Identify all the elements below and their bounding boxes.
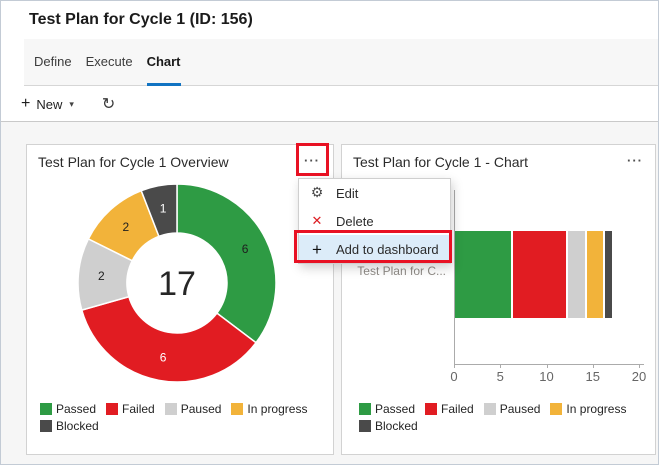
menu-item-delete[interactable]: ✕ Delete (299, 207, 450, 235)
x-axis-tick-mark (500, 364, 502, 368)
charts-area: Test Plan for Cycle 1 Overview ··· 6 6 2 2 1… (1, 122, 658, 464)
legend-label: Paused (180, 402, 222, 416)
tab-bar: Define Execute Chart (24, 39, 658, 86)
legend-swatch (483, 403, 496, 415)
legend-label: In progress (566, 402, 627, 416)
donut-center-total: 17 (158, 265, 196, 303)
x-axis-tick-label: 15 (585, 369, 600, 384)
legend-item-in-progress: In progress (550, 402, 626, 416)
legend-swatch (40, 420, 52, 432)
legend-item-passed: Passed (359, 402, 415, 416)
legend-item-failed: Failed (106, 402, 155, 416)
bar-segment-passed (455, 231, 511, 318)
donut-slice-value: 1 (160, 201, 167, 215)
x-axis-tick-mark (454, 364, 455, 368)
legend-label: Passed (56, 402, 97, 416)
y-axis-line (454, 190, 455, 364)
refresh-icon: ↻ (101, 96, 116, 113)
bar-segment-in-progress (584, 231, 603, 318)
x-axis-tick-mark (639, 364, 640, 368)
legend-swatch (164, 403, 177, 415)
legend-item-paused: Paused (164, 402, 222, 416)
context-menu: ⚙ Edit ✕ Delete + Add to dashboard (298, 178, 451, 264)
tab-chart[interactable]: Chart (146, 39, 181, 86)
donut-chart-card: Test Plan for Cycle 1 Overview ··· 6 6 2 2 1… (26, 144, 334, 455)
plus-icon: + (312, 239, 322, 259)
bar-legend: Passed Failed Paused In progress Blocked (359, 402, 649, 433)
x-axis-tick-label: 20 (631, 369, 647, 384)
x-axis-tick-label: 5 (496, 369, 504, 384)
donut-slice-value: 2 (122, 220, 129, 234)
donut-slice-value: 6 (242, 242, 249, 256)
donut-slice-blocked (140, 183, 178, 238)
plus-icon: + (21, 95, 31, 112)
legend-item-in-progress: In progress (231, 402, 307, 416)
x-axis-tick-mark (592, 364, 594, 368)
legend-label: Passed (375, 402, 416, 416)
legend-item-blocked: Blocked (40, 419, 99, 433)
page-title: Test Plan for Cycle 1 (ID: 156) (29, 11, 253, 28)
donut-chart: 6 6 2 2 1 17 (77, 183, 277, 383)
legend-swatch (231, 403, 244, 415)
x-axis-tick-mark (546, 364, 548, 368)
legend-swatch (106, 403, 119, 415)
legend-label: Failed (441, 402, 474, 416)
legend-label: In progress (247, 402, 308, 416)
tab-execute[interactable]: Execute (85, 53, 133, 69)
toolbar: + New ▾ ↻ (1, 87, 658, 122)
x-axis-tick-label: 10 (539, 369, 554, 384)
donut-slice-value: 2 (98, 269, 105, 283)
legend-label: Paused (499, 402, 541, 416)
menu-item-add-to-dashboard[interactable]: + Add to dashboard (299, 235, 450, 263)
legend-item-passed: Passed (40, 402, 96, 416)
legend-swatch (359, 403, 371, 415)
donut-slice-passed (176, 183, 277, 344)
legend-swatch (425, 403, 438, 415)
more-options-button[interactable]: ··· (623, 152, 647, 169)
legend-item-paused: Paused (483, 402, 541, 416)
bar-segment-failed (510, 231, 566, 318)
bar-segment-paused (566, 231, 585, 318)
tab-define[interactable]: Define (34, 53, 72, 69)
donut-legend: Passed Failed Paused In progress Blocked (40, 402, 327, 433)
new-button-label: New (36, 96, 63, 112)
chevron-down-icon: ▾ (69, 98, 74, 109)
more-options-button[interactable]: ··· (300, 152, 324, 169)
refresh-button[interactable]: ↻ (102, 94, 115, 114)
bar-segment-blocked (603, 231, 613, 318)
x-axis-tick-label: 0 (450, 369, 458, 384)
new-button[interactable]: + New ▾ (21, 96, 74, 112)
delete-x-icon: ✕ (311, 213, 323, 229)
bar-card-title: Test Plan for Cycle 1 - Chart (353, 154, 529, 170)
legend-swatch (550, 403, 563, 415)
x-axis-line (454, 364, 644, 365)
donut-slice-failed (80, 295, 258, 383)
bar-category-label: Test Plan for C... (357, 264, 446, 278)
gear-icon: ⚙ (310, 185, 324, 201)
donut-card-title: Test Plan for Cycle 1 Overview (38, 154, 229, 170)
legend-label: Blocked (375, 419, 418, 433)
legend-swatch (359, 420, 371, 432)
legend-item-blocked: Blocked (359, 419, 418, 433)
legend-label: Failed (122, 402, 155, 416)
stacked-bar (455, 231, 613, 318)
legend-label: Blocked (56, 419, 99, 433)
legend-item-failed: Failed (425, 402, 474, 416)
donut-slice-value: 6 (160, 351, 167, 365)
legend-swatch (40, 403, 52, 415)
menu-item-edit[interactable]: ⚙ Edit (299, 179, 450, 207)
